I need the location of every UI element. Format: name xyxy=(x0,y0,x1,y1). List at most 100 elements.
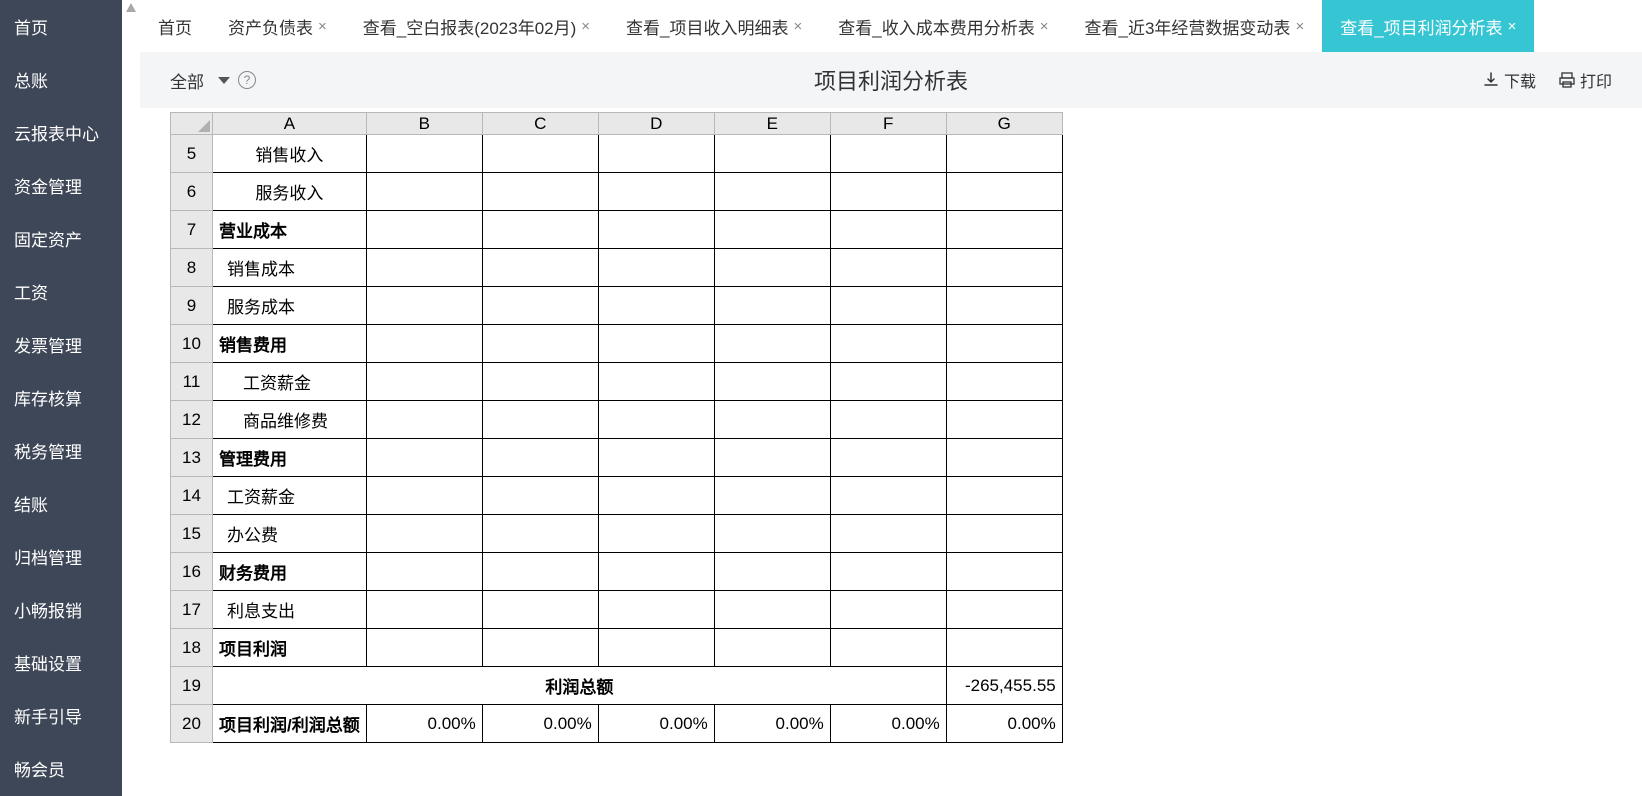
cell-label[interactable]: 管理费用 xyxy=(213,439,367,477)
cell[interactable] xyxy=(946,553,1062,591)
cell[interactable] xyxy=(598,363,714,401)
cell[interactable] xyxy=(482,135,598,173)
row-header[interactable]: 18 xyxy=(171,629,213,667)
cell[interactable] xyxy=(482,401,598,439)
sidebar-item-tax[interactable]: 税务管理 xyxy=(0,424,122,477)
close-icon[interactable]: × xyxy=(1295,18,1304,35)
cell-percent[interactable]: 0.00% xyxy=(366,705,482,743)
cell[interactable] xyxy=(946,287,1062,325)
cell[interactable] xyxy=(714,629,830,667)
cell-total-value[interactable]: -265,455.55 xyxy=(946,667,1062,705)
cell-label[interactable]: 营业成本 xyxy=(213,211,367,249)
cell-percent[interactable]: 0.00% xyxy=(830,705,946,743)
cell[interactable] xyxy=(366,173,482,211)
print-button[interactable]: 打印 xyxy=(1558,68,1612,92)
close-icon[interactable]: × xyxy=(581,18,590,35)
cell[interactable] xyxy=(714,173,830,211)
sidebar-item-inventory[interactable]: 库存核算 xyxy=(0,371,122,424)
filter-dropdown[interactable]: 全部 ? xyxy=(170,68,256,93)
col-header-F[interactable]: F xyxy=(830,113,946,135)
cell[interactable] xyxy=(946,173,1062,211)
cell[interactable] xyxy=(946,135,1062,173)
cell[interactable] xyxy=(598,249,714,287)
row-header[interactable]: 13 xyxy=(171,439,213,477)
sidebar-item-vip[interactable]: 畅会员 xyxy=(0,742,122,795)
sidebar-item-ledger[interactable]: 总账 xyxy=(0,53,122,106)
tab-project-income[interactable]: 查看_项目收入明细表× xyxy=(608,0,820,52)
select-all-corner[interactable] xyxy=(171,113,213,135)
cell[interactable] xyxy=(482,173,598,211)
cell[interactable] xyxy=(830,553,946,591)
cell[interactable] xyxy=(830,515,946,553)
sidebar-item-salary[interactable]: 工资 xyxy=(0,265,122,318)
row-header[interactable]: 12 xyxy=(171,401,213,439)
col-header-E[interactable]: E xyxy=(714,113,830,135)
cell[interactable] xyxy=(714,135,830,173)
close-icon[interactable]: × xyxy=(794,18,803,35)
row-header[interactable]: 8 xyxy=(171,249,213,287)
expand-triangle-icon[interactable] xyxy=(126,3,136,12)
cell[interactable] xyxy=(598,553,714,591)
sidebar-item-guide[interactable]: 新手引导 xyxy=(0,689,122,742)
cell[interactable] xyxy=(714,287,830,325)
cell-label[interactable]: 商品维修费 xyxy=(213,401,367,439)
row-header[interactable]: 15 xyxy=(171,515,213,553)
row-header[interactable]: 10 xyxy=(171,325,213,363)
cell[interactable] xyxy=(830,211,946,249)
cell-label[interactable]: 销售费用 xyxy=(213,325,367,363)
cell[interactable] xyxy=(598,401,714,439)
cell[interactable] xyxy=(598,629,714,667)
sidebar-item-archive[interactable]: 归档管理 xyxy=(0,530,122,583)
cell[interactable] xyxy=(366,439,482,477)
cell[interactable] xyxy=(946,439,1062,477)
help-icon[interactable]: ? xyxy=(238,71,256,89)
cell[interactable] xyxy=(482,325,598,363)
cell[interactable] xyxy=(830,363,946,401)
cell[interactable] xyxy=(946,249,1062,287)
cell-label[interactable]: 服务收入 xyxy=(213,173,367,211)
cell-label[interactable]: 财务费用 xyxy=(213,553,367,591)
cell[interactable] xyxy=(714,325,830,363)
col-header-G[interactable]: G xyxy=(946,113,1062,135)
row-header[interactable]: 14 xyxy=(171,477,213,515)
cell[interactable] xyxy=(482,249,598,287)
cell[interactable] xyxy=(830,173,946,211)
row-header[interactable]: 6 xyxy=(171,173,213,211)
cell[interactable] xyxy=(482,629,598,667)
close-icon[interactable]: × xyxy=(318,18,327,35)
sidebar-item-expense[interactable]: 小畅报销 xyxy=(0,583,122,636)
cell[interactable] xyxy=(946,629,1062,667)
col-header-B[interactable]: B xyxy=(366,113,482,135)
cell[interactable] xyxy=(946,325,1062,363)
cell[interactable] xyxy=(598,135,714,173)
cell[interactable] xyxy=(366,477,482,515)
cell[interactable] xyxy=(598,287,714,325)
cell[interactable] xyxy=(714,477,830,515)
cell[interactable] xyxy=(366,515,482,553)
cell[interactable] xyxy=(366,211,482,249)
cell[interactable] xyxy=(366,553,482,591)
cell-label[interactable]: 项目利润/利润总额 xyxy=(213,705,367,743)
cell-label[interactable]: 工资薪金 xyxy=(213,363,367,401)
col-header-A[interactable]: A xyxy=(213,113,367,135)
row-header[interactable]: 19 xyxy=(171,667,213,705)
cell[interactable] xyxy=(482,477,598,515)
cell[interactable] xyxy=(482,287,598,325)
cell-label[interactable]: 销售收入 xyxy=(213,135,367,173)
cell-percent[interactable]: 0.00% xyxy=(946,705,1062,743)
sidebar-item-assets[interactable]: 固定资产 xyxy=(0,212,122,265)
cell[interactable] xyxy=(830,629,946,667)
tab-home[interactable]: 首页 xyxy=(140,0,210,52)
cell-percent[interactable]: 0.00% xyxy=(482,705,598,743)
cell[interactable] xyxy=(830,287,946,325)
tab-3year-data[interactable]: 查看_近3年经营数据变动表× xyxy=(1067,0,1323,52)
cell[interactable] xyxy=(830,591,946,629)
cell[interactable] xyxy=(366,135,482,173)
close-icon[interactable]: × xyxy=(1040,18,1049,35)
row-header[interactable]: 20 xyxy=(171,705,213,743)
cell[interactable] xyxy=(482,591,598,629)
cell-label[interactable]: 销售成本 xyxy=(213,249,367,287)
cell[interactable] xyxy=(598,173,714,211)
col-header-C[interactable]: C xyxy=(482,113,598,135)
cell[interactable] xyxy=(366,287,482,325)
